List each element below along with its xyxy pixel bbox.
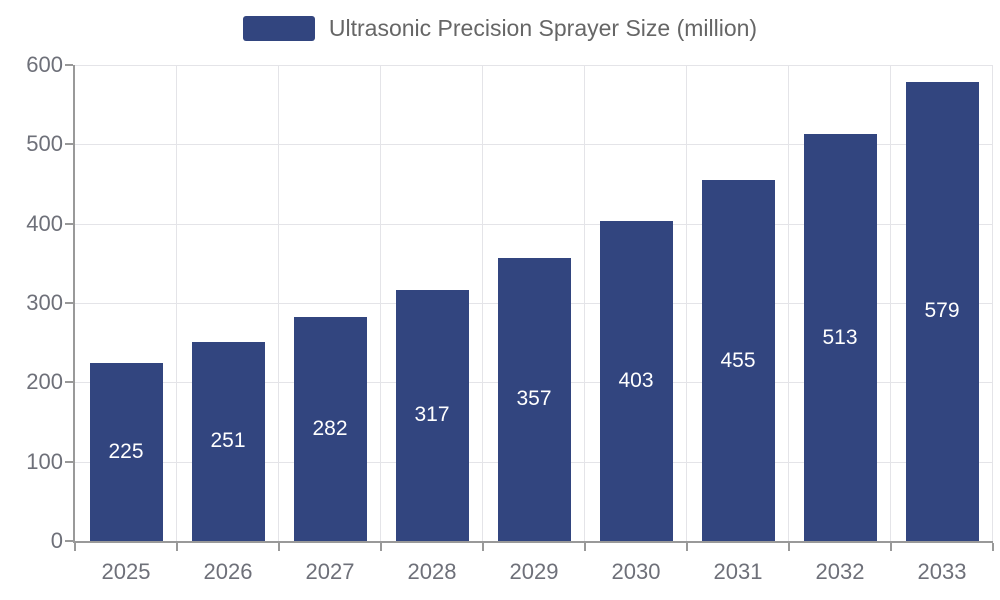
x-axis-tick-label: 2027 bbox=[305, 559, 355, 584]
gridline-vertical bbox=[176, 65, 177, 541]
x-axis-tick bbox=[482, 543, 484, 551]
x-axis-tick bbox=[380, 543, 382, 551]
x-axis-tick bbox=[788, 543, 790, 551]
x-axis-tick-label: 2033 bbox=[917, 559, 967, 584]
bar[interactable]: 225 bbox=[89, 362, 163, 541]
bar-value-label: 579 bbox=[924, 299, 960, 323]
x-axis-tick bbox=[992, 543, 994, 551]
bar[interactable]: 579 bbox=[905, 81, 979, 541]
gridline-vertical bbox=[380, 65, 381, 541]
bar-value-label: 225 bbox=[108, 439, 144, 463]
y-axis-tick-label: 100 bbox=[26, 448, 63, 474]
gridline-horizontal bbox=[75, 223, 993, 225]
x-axis-tick bbox=[176, 543, 178, 551]
x-axis-tick-label: 2028 bbox=[407, 559, 457, 584]
x-axis-tick-label: 2031 bbox=[713, 559, 763, 584]
bar[interactable]: 282 bbox=[293, 317, 367, 541]
bar-value-label: 455 bbox=[720, 348, 756, 372]
bar[interactable]: 357 bbox=[497, 257, 571, 541]
y-axis-line bbox=[73, 65, 75, 541]
gridline-vertical bbox=[686, 65, 687, 541]
gridline-vertical bbox=[992, 65, 993, 541]
legend-item[interactable]: Ultrasonic Precision Sprayer Size (milli… bbox=[0, 16, 1000, 41]
y-axis-tick bbox=[65, 302, 73, 304]
y-axis-tick-label: 600 bbox=[26, 52, 63, 77]
y-axis-tick-label: 200 bbox=[26, 369, 63, 395]
bar-value-label: 317 bbox=[414, 403, 450, 427]
gridline-vertical bbox=[482, 65, 483, 541]
y-axis-tick bbox=[65, 540, 73, 542]
x-axis-tick-label: 2025 bbox=[101, 559, 151, 584]
bar[interactable]: 513 bbox=[803, 134, 877, 541]
gridline-horizontal bbox=[75, 144, 993, 146]
y-axis-tick bbox=[65, 460, 73, 463]
x-axis-line bbox=[73, 541, 993, 543]
y-axis-tick-label: 500 bbox=[26, 131, 63, 157]
gridline-horizontal bbox=[75, 65, 993, 66]
bar-value-label: 513 bbox=[822, 325, 858, 349]
bar-value-label: 251 bbox=[210, 429, 246, 453]
bar[interactable]: 455 bbox=[701, 180, 775, 541]
x-axis-tick bbox=[584, 543, 586, 551]
bar-value-label: 403 bbox=[618, 369, 654, 393]
legend-swatch-icon bbox=[242, 16, 315, 41]
x-axis-tick bbox=[686, 543, 688, 551]
y-axis-tick bbox=[65, 222, 73, 225]
x-axis-tick-label: 2030 bbox=[611, 559, 661, 584]
gridline-vertical bbox=[584, 65, 585, 541]
x-axis-tick-label: 2026 bbox=[203, 559, 253, 584]
y-axis-tick-label: 0 bbox=[50, 528, 63, 553]
y-axis-tick bbox=[65, 143, 73, 146]
bar-value-label: 357 bbox=[516, 387, 552, 411]
gridline-vertical bbox=[788, 65, 789, 541]
bar[interactable]: 251 bbox=[191, 341, 265, 541]
bar-value-label: 282 bbox=[312, 417, 348, 441]
plot-area: 0 100 200 300 400 500 600 2025 2026 2027 2028 2029 2… bbox=[26, 52, 994, 584]
x-axis-tick bbox=[74, 543, 76, 551]
bar[interactable]: 403 bbox=[599, 221, 673, 541]
y-axis-tick bbox=[65, 381, 73, 384]
y-axis-tick bbox=[65, 64, 73, 66]
y-axis-tick-label: 400 bbox=[26, 210, 63, 236]
bar[interactable]: 317 bbox=[395, 289, 469, 541]
y-axis-tick-label: 300 bbox=[26, 290, 63, 315]
gridline-vertical bbox=[890, 65, 891, 541]
x-axis-tick-label: 2032 bbox=[815, 559, 865, 584]
x-axis-tick bbox=[278, 543, 280, 551]
legend-label: Ultrasonic Precision Sprayer Size (milli… bbox=[328, 15, 758, 41]
x-axis-tick-label: 2029 bbox=[509, 559, 559, 584]
gridline-vertical bbox=[278, 65, 279, 541]
x-axis-tick bbox=[890, 543, 892, 551]
